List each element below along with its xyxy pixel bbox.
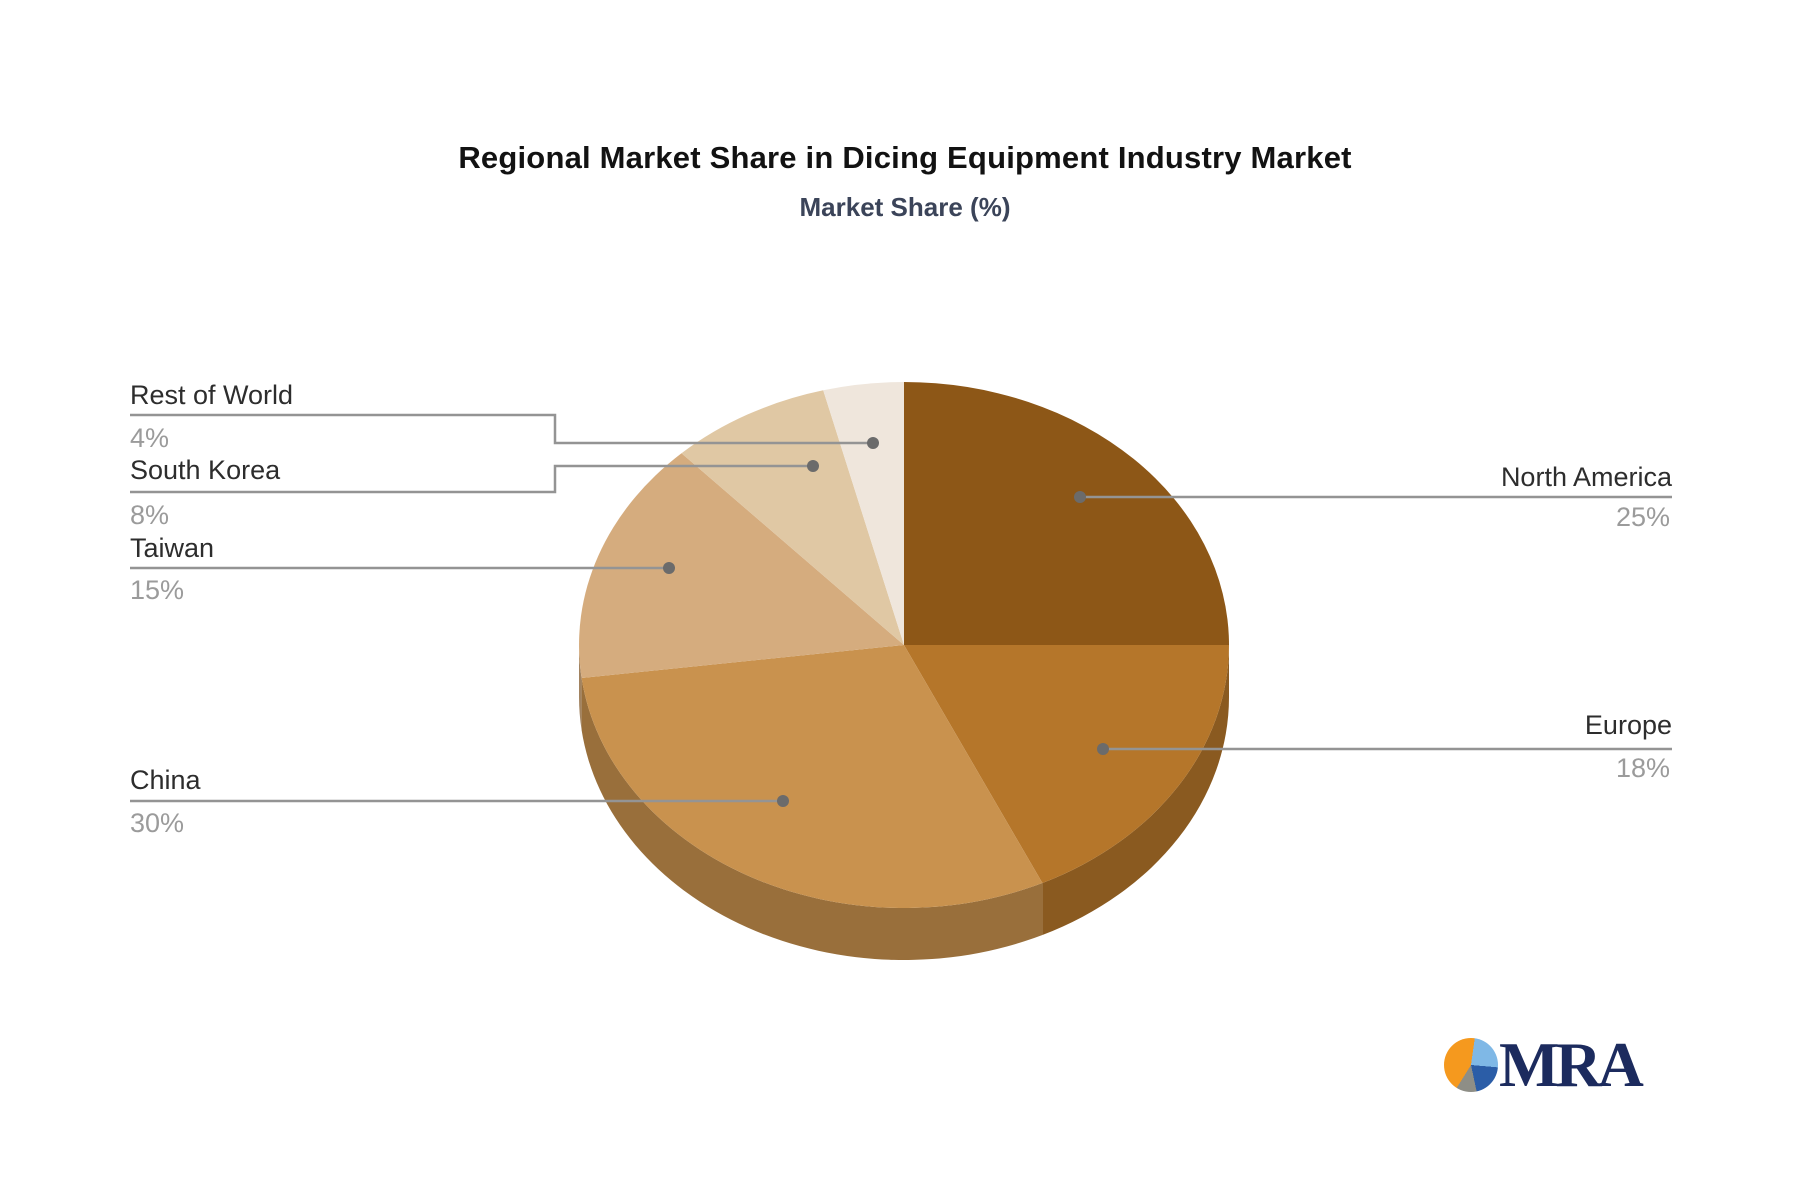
leader-line-south-korea — [130, 464, 813, 494]
pie-slice-south-korea — [681, 390, 904, 645]
label-china: China — [130, 765, 201, 795]
pct-china: 30% — [130, 808, 185, 838]
pct-north-america: 25% — [1615, 502, 1670, 532]
pct-rest-of-world: 4% — [130, 423, 170, 453]
pie-slice-taiwan — [579, 453, 904, 678]
leader-dot-rest-of-world — [867, 437, 879, 449]
leader-dots — [663, 437, 1109, 807]
chart-title: Regional Market Share in Dicing Equipmen… — [458, 140, 1352, 175]
pct-europe: 18% — [1615, 753, 1670, 783]
pie-side-europe — [1042, 645, 1229, 935]
pie-slices — [579, 382, 1229, 961]
leader-line-rest-of-world — [130, 413, 873, 445]
leader-dot-south-korea — [807, 460, 819, 472]
brand-pie-icon — [1444, 1038, 1498, 1092]
pie-slice-china — [581, 645, 1043, 909]
label-north-america: North America — [1500, 462, 1672, 492]
pie-slice-north-america — [904, 382, 1229, 645]
leader-dot-taiwan — [663, 562, 675, 574]
leader-dot-china — [777, 795, 789, 807]
label-europe: Europe — [1584, 710, 1672, 740]
pct-taiwan: 15% — [130, 575, 185, 605]
brand-logo-text: MRA — [1499, 1029, 1644, 1100]
brand-logo: MRA — [1444, 1029, 1644, 1100]
leader-dot-europe — [1097, 743, 1109, 755]
label-south-korea: South Korea — [130, 455, 281, 485]
pie-side-taiwan — [579, 645, 582, 730]
leader-lines — [130, 413, 1672, 803]
leader-dot-north-america — [1074, 491, 1086, 503]
pie-side-china — [581, 678, 1043, 961]
pie-slice-europe — [904, 645, 1229, 883]
pie-slice-rest-of-world — [823, 382, 904, 645]
chart-subtitle: Market Share (%) — [799, 192, 1011, 222]
pct-south-korea: 8% — [130, 500, 170, 530]
label-rest-of-world: Rest of World — [130, 380, 294, 410]
label-taiwan: Taiwan — [130, 533, 215, 563]
